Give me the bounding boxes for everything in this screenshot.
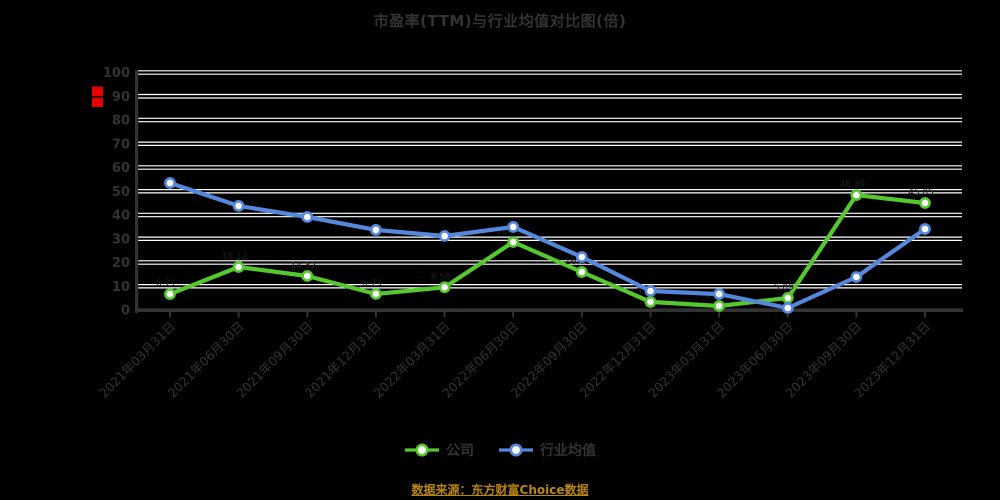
- svg-text:20: 20: [112, 256, 130, 271]
- source-note: 数据来源：东方财富Choice数据: [411, 483, 589, 497]
- svg-text:80: 80: [112, 114, 130, 129]
- svg-text:6.73: 6.73: [362, 279, 382, 289]
- svg-text:70: 70: [112, 137, 130, 152]
- svg-text:50: 50: [112, 185, 130, 200]
- svg-text:5.09: 5.09: [774, 283, 794, 293]
- chart-title: 市盈率(TTM)与行业均值对比图(倍): [373, 12, 627, 30]
- svg-text:14.32: 14.32: [290, 261, 316, 271]
- svg-text:90: 90: [112, 90, 130, 105]
- svg-text:28.63: 28.63: [496, 227, 522, 237]
- industry-series-marker-icon: [499, 443, 533, 457]
- svg-text:60: 60: [112, 161, 130, 176]
- svg-text:30: 30: [112, 232, 130, 247]
- svg-text:45.05: 45.05: [908, 188, 934, 198]
- svg-text:16.01: 16.01: [565, 257, 591, 267]
- legend: 公司 行业均值: [0, 440, 1000, 460]
- svg-text:2023年12月31日: 2023年12月31日: [851, 319, 933, 401]
- svg-text:48.39: 48.39: [840, 180, 866, 190]
- company-series-marker-icon: [405, 443, 439, 457]
- svg-text:100: 100: [103, 66, 130, 81]
- legend-item-industry: 行业均值: [498, 440, 596, 460]
- legend-label-company: 公司: [446, 443, 474, 459]
- legend-label-industry: 行业均值: [540, 443, 596, 459]
- pe-ratio-plot: 2021年03月31日2021年06月30日2021年09月30日2021年12…: [92, 66, 963, 401]
- svg-text:18.12: 18.12: [222, 252, 248, 262]
- legend-item-company: 公司: [404, 440, 474, 460]
- svg-text:40: 40: [112, 209, 130, 224]
- svg-text:6.71: 6.71: [156, 279, 176, 289]
- svg-text:9.56: 9.56: [431, 272, 451, 282]
- svg-text:0: 0: [121, 304, 130, 319]
- svg-text:10: 10: [112, 280, 130, 295]
